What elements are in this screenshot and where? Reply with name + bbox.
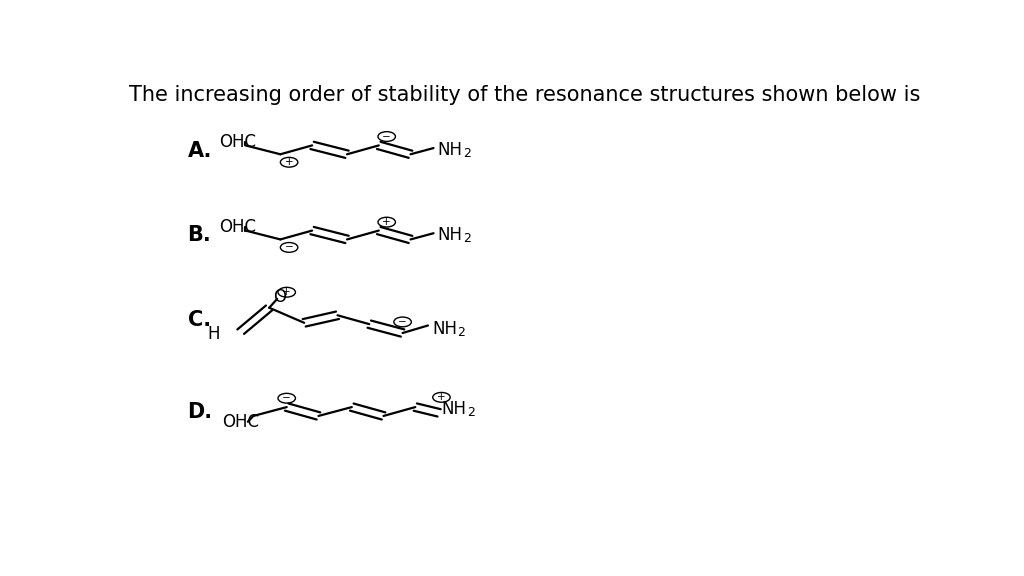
Text: 2: 2 xyxy=(463,147,471,160)
Text: OHC: OHC xyxy=(219,218,256,237)
Text: A.: A. xyxy=(187,141,212,161)
Text: B.: B. xyxy=(187,225,211,245)
Text: OHC: OHC xyxy=(221,413,259,431)
Text: 2: 2 xyxy=(458,325,465,339)
Text: O: O xyxy=(273,287,287,306)
Text: +: + xyxy=(437,392,445,402)
Text: −: − xyxy=(283,393,291,403)
Text: NH: NH xyxy=(432,320,457,338)
Text: −: − xyxy=(285,242,294,252)
Text: NH: NH xyxy=(437,141,463,160)
Text: D.: D. xyxy=(187,401,213,422)
Text: +: + xyxy=(283,287,291,297)
Text: 2: 2 xyxy=(467,406,475,419)
Text: −: − xyxy=(382,131,391,142)
Text: C.: C. xyxy=(187,310,211,329)
Text: −: − xyxy=(398,317,407,327)
Text: 2: 2 xyxy=(463,233,471,245)
Text: NH: NH xyxy=(441,400,467,418)
Text: NH: NH xyxy=(437,226,463,244)
Text: OHC: OHC xyxy=(219,133,256,151)
Text: +: + xyxy=(382,217,391,227)
Text: The increasing order of stability of the resonance structures shown below is: The increasing order of stability of the… xyxy=(129,85,921,105)
Text: +: + xyxy=(285,157,294,167)
Text: H: H xyxy=(207,325,220,343)
